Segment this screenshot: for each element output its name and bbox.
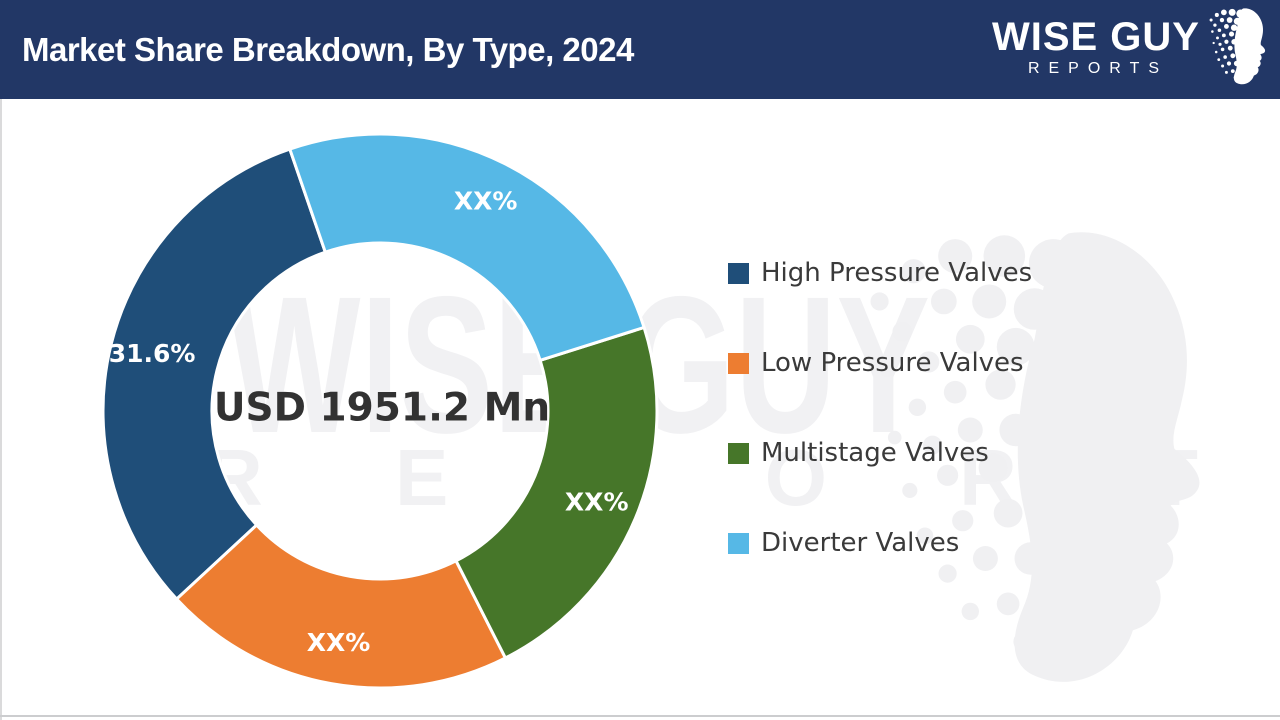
- legend-label: High Pressure Valves: [761, 258, 1033, 288]
- header: Market Share Breakdown, By Type, 2024 WI…: [0, 0, 1280, 99]
- legend-item-diverter-valves: Diverter Valves: [728, 528, 1032, 558]
- pie-slice-low-pressure-valves: [175, 523, 507, 690]
- legend-swatch-diverter-valves: [728, 532, 749, 554]
- pie-slice-value-low-pressure-valves: XX%: [307, 628, 371, 657]
- legend-swatch-low-pressure-valves: [728, 352, 749, 374]
- legend-item-high-pressure-valves: High Pressure Valves: [728, 258, 1032, 288]
- left-edge-divider: [0, 99, 2, 720]
- bottom-divider: [0, 715, 1280, 717]
- legend: High Pressure Valves Low Pressure Valves…: [728, 258, 1032, 618]
- legend-item-multistage-valves: Multistage Valves: [728, 438, 1032, 468]
- pie-slice-multistage-valves: [454, 325, 659, 660]
- pie-slice-value-diverter-valves: XX%: [454, 187, 518, 216]
- logo-subtitle: REPORTS: [1027, 60, 1169, 77]
- page-title: Market Share Breakdown, By Type, 2024: [22, 30, 634, 68]
- legend-label: Multistage Valves: [761, 438, 989, 468]
- logo-wordmark: WISE GUY: [991, 15, 1200, 59]
- donut-center-value: USD 1951.2 Mn: [213, 385, 551, 431]
- legend-item-low-pressure-valves: Low Pressure Valves: [728, 348, 1032, 378]
- legend-label: Low Pressure Valves: [761, 348, 1024, 378]
- pie-slice-value-high-pressure-valves: 31.6%: [109, 339, 196, 368]
- pie-slice-high-pressure-valves: [101, 147, 327, 601]
- pie-slice-value-multistage-valves: XX%: [565, 487, 629, 516]
- legend-swatch-multistage-valves: [728, 442, 749, 464]
- logo-text: WISE GUY REPORTS: [992, 17, 1200, 78]
- legend-swatch-high-pressure-valves: [728, 262, 749, 284]
- legend-label: Diverter Valves: [761, 528, 960, 558]
- wiseguy-logo: WISE GUY REPORTS: [992, 6, 1268, 89]
- pie-slice-diverter-valves: [288, 132, 646, 362]
